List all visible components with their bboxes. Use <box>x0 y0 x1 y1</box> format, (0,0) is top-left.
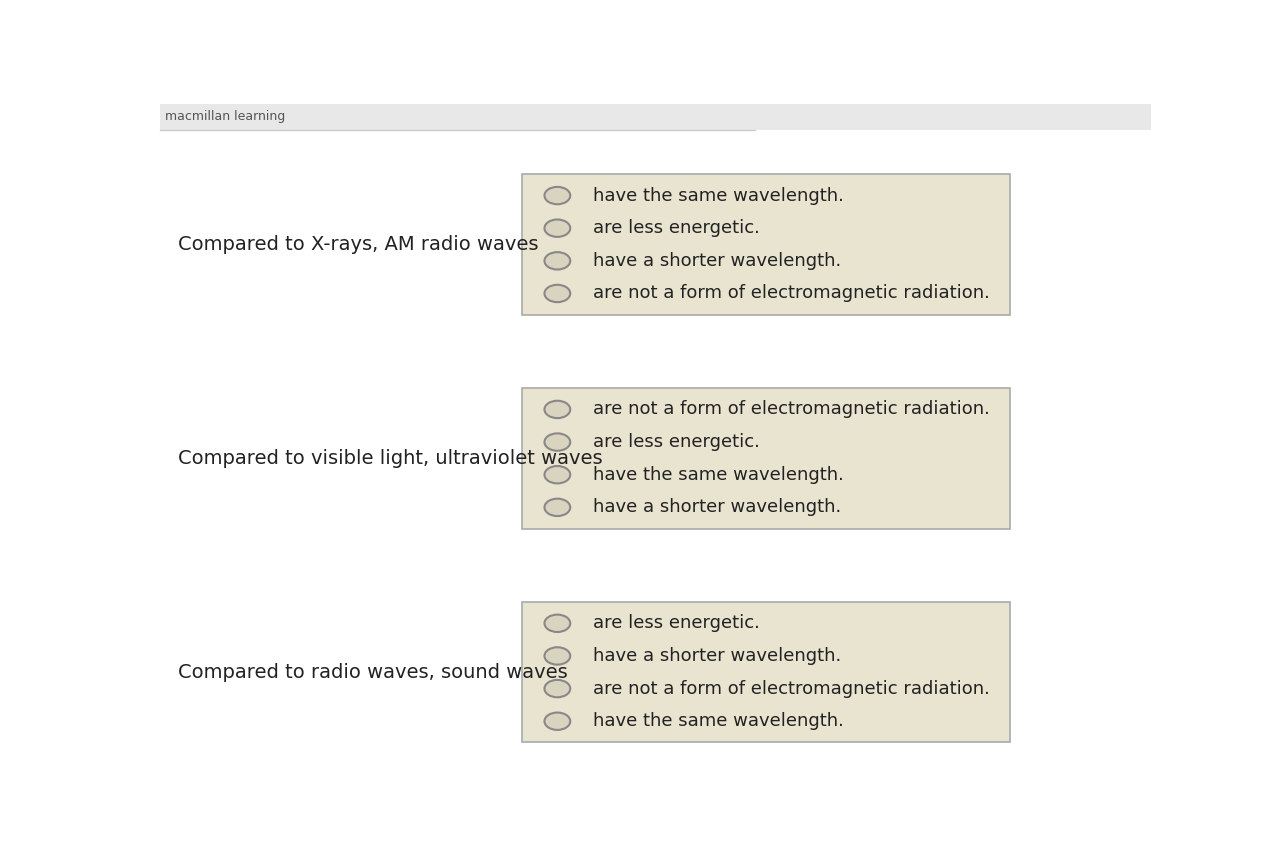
Circle shape <box>545 466 570 483</box>
Text: have a shorter wavelength.: have a shorter wavelength. <box>593 647 842 665</box>
Text: have the same wavelength.: have the same wavelength. <box>593 187 844 205</box>
FancyBboxPatch shape <box>160 104 1151 129</box>
Circle shape <box>545 285 570 302</box>
Text: have the same wavelength.: have the same wavelength. <box>593 713 844 730</box>
Circle shape <box>545 220 570 237</box>
Circle shape <box>545 433 570 450</box>
Text: are less energetic.: are less energetic. <box>593 433 760 451</box>
Text: are not a form of electromagnetic radiation.: are not a form of electromagnetic radiat… <box>593 285 990 302</box>
Text: are less energetic.: are less energetic. <box>593 615 760 632</box>
Text: have the same wavelength.: have the same wavelength. <box>593 466 844 483</box>
FancyBboxPatch shape <box>522 174 1010 315</box>
FancyBboxPatch shape <box>522 388 1010 529</box>
Circle shape <box>545 713 570 730</box>
Text: macmillan learning: macmillan learning <box>165 110 285 123</box>
Circle shape <box>545 401 570 418</box>
Text: are less energetic.: are less energetic. <box>593 220 760 237</box>
Text: Compared to visible light, ultraviolet waves: Compared to visible light, ultraviolet w… <box>178 449 602 468</box>
Circle shape <box>545 648 570 665</box>
Circle shape <box>545 498 570 516</box>
Text: have a shorter wavelength.: have a shorter wavelength. <box>593 252 842 270</box>
Circle shape <box>545 615 570 632</box>
Text: are not a form of electromagnetic radiation.: are not a form of electromagnetic radiat… <box>593 680 990 698</box>
Text: Compared to radio waves, sound waves: Compared to radio waves, sound waves <box>178 663 568 681</box>
Circle shape <box>545 680 570 697</box>
Circle shape <box>545 187 570 204</box>
FancyBboxPatch shape <box>522 602 1010 742</box>
Circle shape <box>545 252 570 270</box>
Text: have a shorter wavelength.: have a shorter wavelength. <box>593 498 842 516</box>
Text: are not a form of electromagnetic radiation.: are not a form of electromagnetic radiat… <box>593 400 990 418</box>
Text: Compared to X-rays, AM radio waves: Compared to X-rays, AM radio waves <box>178 235 538 254</box>
